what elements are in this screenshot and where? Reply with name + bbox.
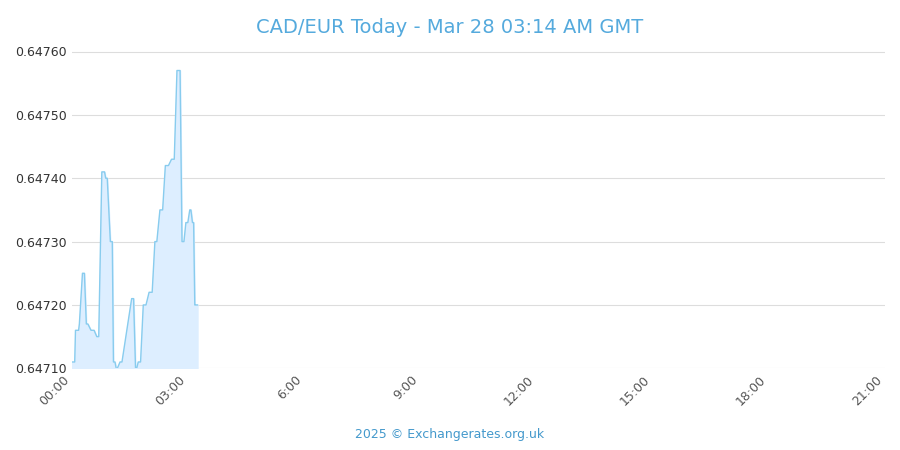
Text: 2025 © Exchangerates.org.uk: 2025 © Exchangerates.org.uk — [356, 428, 544, 441]
Text: CAD/EUR Today - Mar 28 03:14 AM GMT: CAD/EUR Today - Mar 28 03:14 AM GMT — [256, 18, 644, 37]
